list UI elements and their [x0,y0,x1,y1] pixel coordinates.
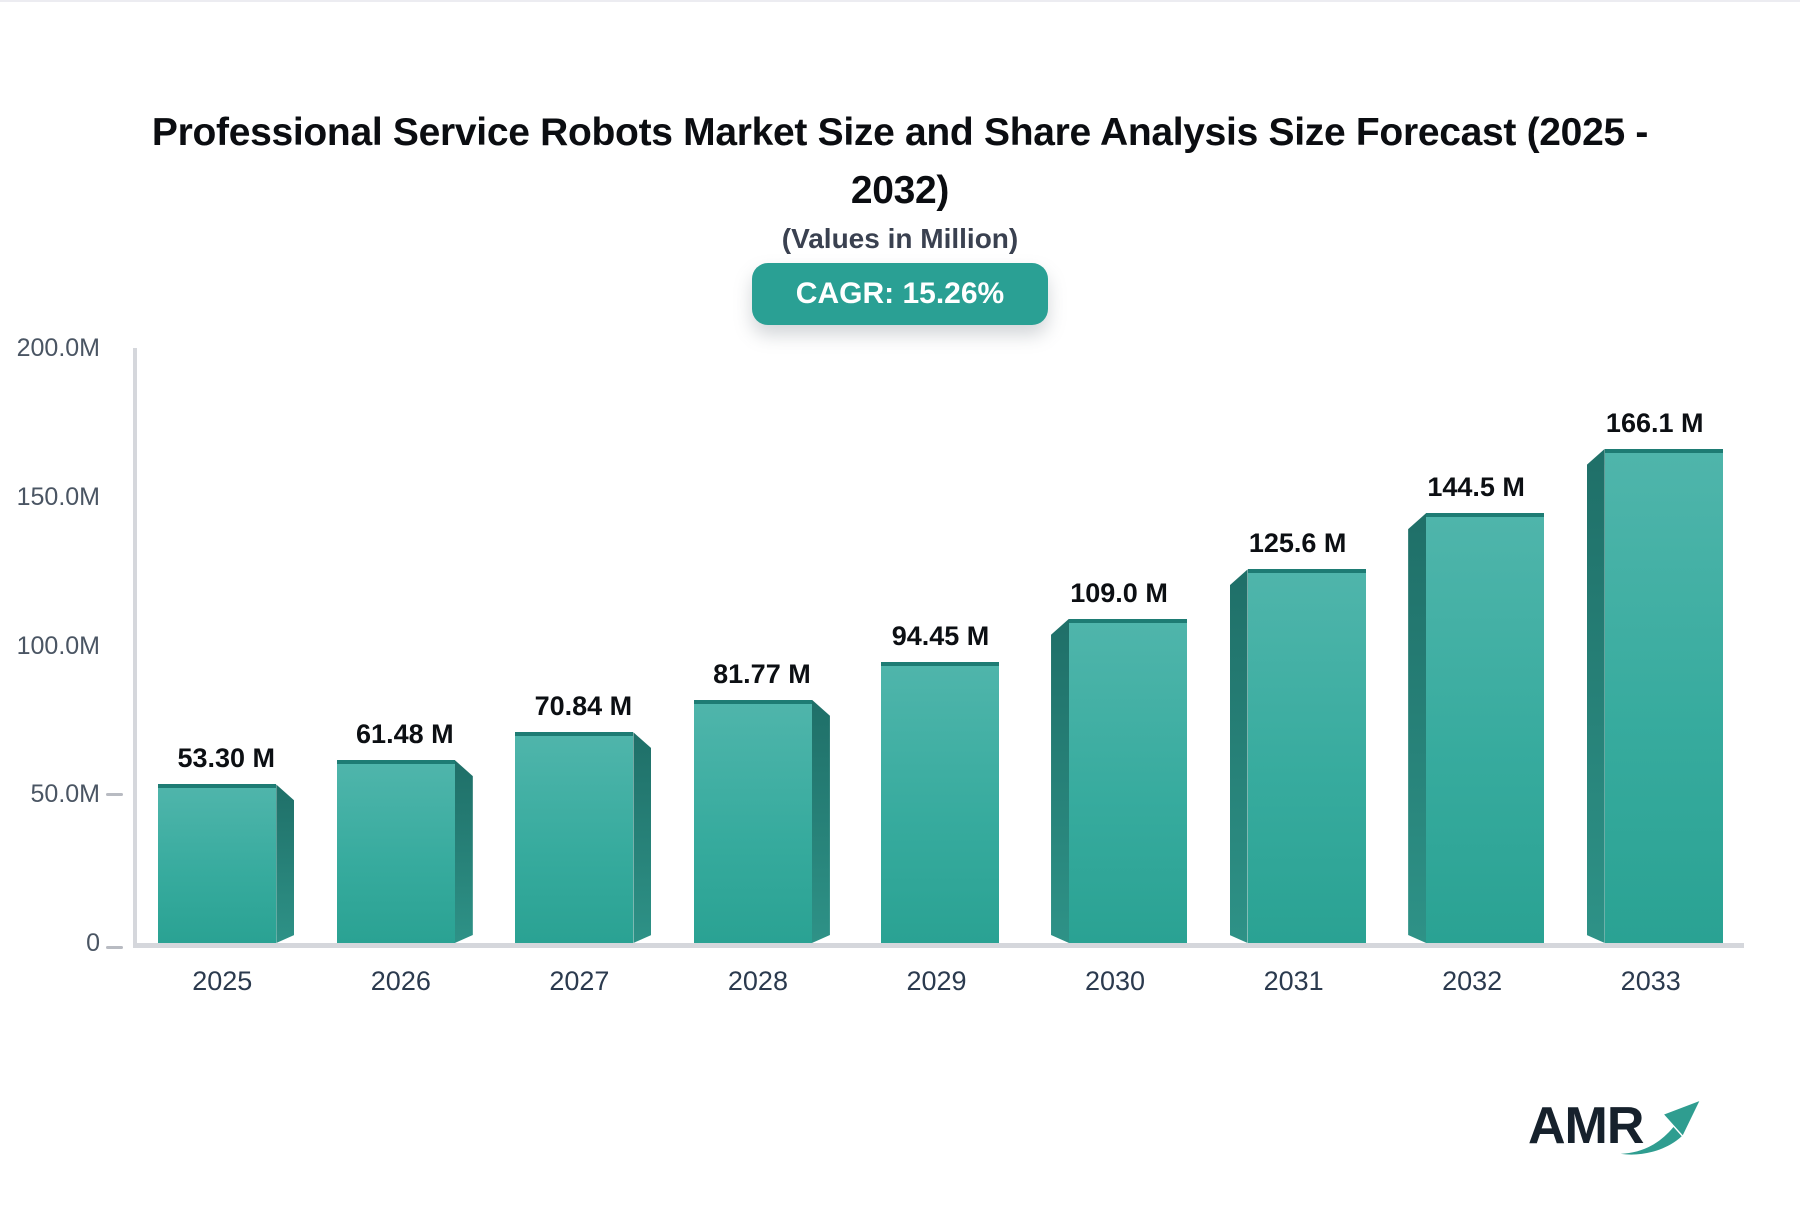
amr-logo-text: AMR [1528,1097,1644,1155]
bar-group-2030: 109.0 M [1030,348,1209,943]
bar-value-label: 61.48 M [356,719,454,750]
bar-group-2032: 144.5 M [1387,348,1566,943]
bar-group-2031: 125.6 M [1208,348,1387,943]
bar-2033 [1604,448,1723,943]
chart-subtitle: (Values in Million) [781,223,1019,254]
x-axis-label-2026: 2026 [370,966,431,996]
bar-value-label: 166.1 M [1605,407,1704,438]
bar-group-2029: 94.45 M [851,348,1030,943]
bar-side-panel [633,732,651,943]
x-axis-label-2031: 2031 [1263,966,1324,996]
bar-side-panel [1587,449,1605,943]
chart-title: Professional Service Robots Market Size … [0,104,1800,220]
bar-value-label: 144.5 M [1427,472,1525,503]
bar-2025 [158,784,277,943]
bar-group-2027: 70.84 M [494,348,673,943]
cagr-badge: CAGR: 15.26% [751,263,1049,325]
bar-group-2025: 53.30 M [137,348,316,943]
x-axis-label-2033: 2033 [1620,966,1681,996]
growth-arrow-icon [1620,1101,1700,1155]
x-axis-label-2029: 2029 [906,966,967,996]
bar-value-label: 53.30 M [177,743,276,774]
bar-2032 [1426,513,1545,943]
bar-side-panel [1051,619,1069,943]
x-axis-label-2032: 2032 [1442,966,1503,996]
chart-header: Professional Service Robots Market Size … [0,2,1800,325]
y-axis-label: 50.0M [30,780,100,809]
y-axis-tick [106,946,123,949]
bar-2027 [515,732,634,943]
y-axis-label: 100.0M [16,631,100,660]
plot-area: 53.30 M 61.48 M 70.84 M 81.77 M 94.45 M 109.0… [133,348,1744,948]
bar-side-panel [276,784,294,943]
bar-side-panel [1408,513,1426,943]
bar-value-label: 109.0 M [1070,577,1168,608]
bar-2030 [1069,618,1188,943]
bar-group-2033: 166.1 M [1565,348,1744,943]
bar-2031 [1247,569,1366,943]
chart-title-line1: Professional Service Robots Market Size … [151,111,1649,154]
bar-2028 [693,699,812,943]
bar-2026 [336,760,455,943]
bar-value-label: 81.77 M [713,658,811,689]
chart-title-line2: 2032) [850,169,950,212]
y-axis-label: 200.0M [16,334,100,362]
x-axis-label-2030: 2030 [1085,966,1146,996]
bar-value-label: 94.45 M [891,621,990,652]
bar-value-label: 70.84 M [534,691,633,722]
x-axis-label-2028: 2028 [727,966,788,996]
bar-side-panel [1230,569,1248,943]
bar-group-2028: 81.77 M [673,348,852,943]
y-axis-label: 0 [86,929,100,957]
bar-side-panel [812,700,830,943]
bar-side-panel [455,760,473,943]
amr-logo: AMR [1528,1096,1728,1168]
y-axis-tick [106,793,123,797]
x-axis-label-2027: 2027 [549,966,610,996]
bar-2029 [881,662,1000,943]
bar-value-label: 125.6 M [1248,528,1347,559]
y-axis-label: 150.0M [16,482,100,511]
x-axis-label-2025: 2025 [192,966,253,996]
bar-group-2026: 61.48 M [316,348,495,943]
